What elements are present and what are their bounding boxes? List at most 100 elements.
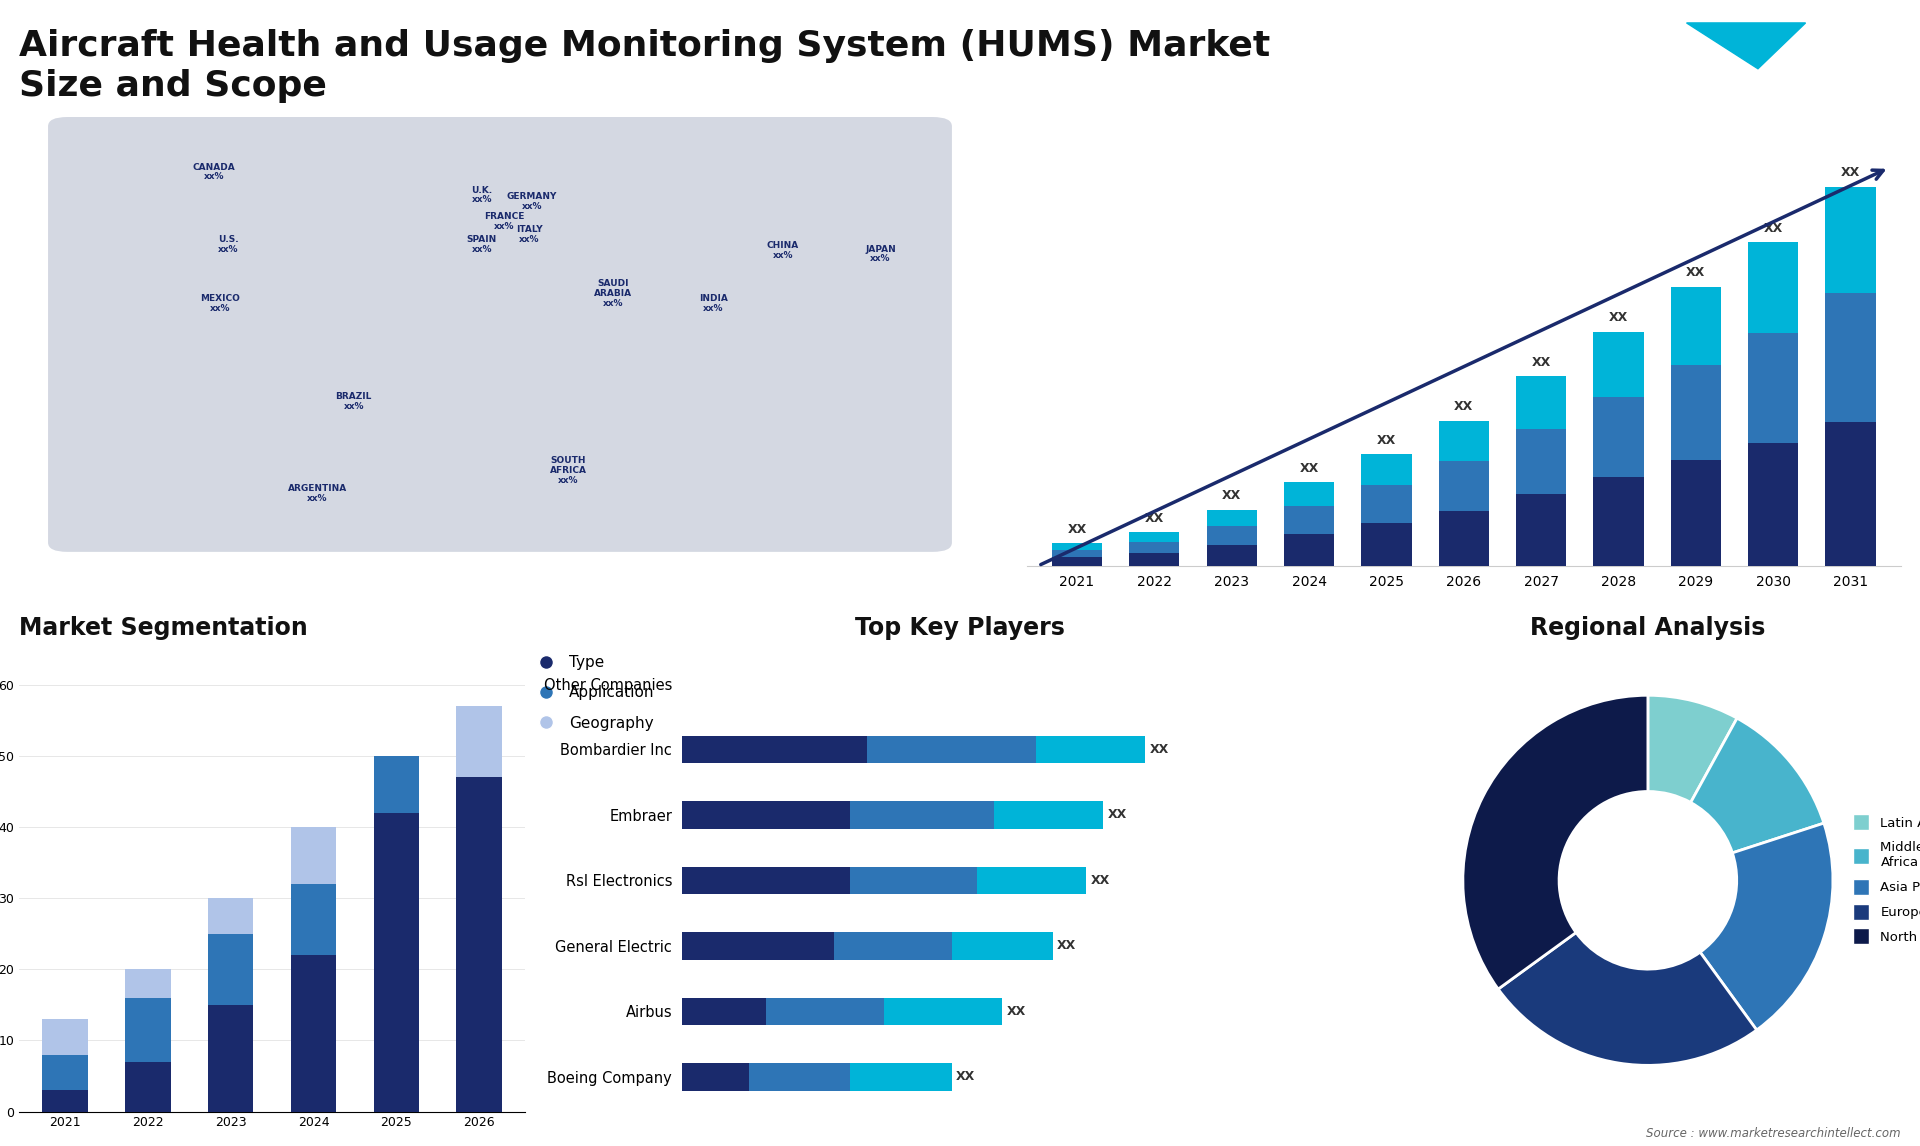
Bar	[1361, 486, 1411, 524]
Bar	[1594, 477, 1644, 566]
Bar	[682, 866, 851, 894]
Legend: Latin America, Middle East &
Africa, Asia Pacific, Europe, North America: Latin America, Middle East & Africa, Asi…	[1841, 811, 1920, 949]
Title: Regional Analysis: Regional Analysis	[1530, 617, 1766, 641]
Text: SOUTH
AFRICA
xx%: SOUTH AFRICA xx%	[549, 456, 588, 485]
Bar	[1594, 398, 1644, 477]
Bar	[42, 1019, 88, 1054]
Text: MEXICO
xx%: MEXICO xx%	[200, 293, 240, 313]
Bar	[1670, 364, 1720, 460]
Bar	[682, 736, 868, 763]
Text: CANADA
xx%: CANADA xx%	[192, 163, 236, 181]
Bar	[290, 827, 336, 884]
Bar	[1052, 557, 1102, 566]
Text: U.K.
xx%: U.K. xx%	[470, 186, 492, 204]
Text: SAUDI
ARABIA
xx%: SAUDI ARABIA xx%	[593, 280, 632, 307]
Bar	[1284, 505, 1334, 534]
Text: XX: XX	[1453, 400, 1473, 414]
Text: JAPAN
xx%: JAPAN xx%	[866, 245, 897, 264]
Legend: Type, Application, Geography: Type, Application, Geography	[524, 649, 660, 737]
Text: XX: XX	[1377, 433, 1396, 447]
Bar	[125, 1062, 171, 1112]
Bar	[749, 1063, 851, 1091]
Bar	[682, 997, 766, 1025]
Text: XX: XX	[1091, 873, 1110, 887]
Bar	[682, 1063, 749, 1091]
Bar	[682, 801, 851, 829]
Text: XX: XX	[1764, 221, 1784, 235]
Bar	[125, 970, 171, 998]
Bar	[290, 884, 336, 955]
Bar	[125, 998, 171, 1062]
Text: XX: XX	[1841, 166, 1860, 179]
Bar	[883, 997, 1002, 1025]
Text: XX: XX	[1108, 808, 1127, 822]
Text: U.S.
xx%: U.S. xx%	[219, 235, 238, 253]
Bar	[977, 866, 1087, 894]
Text: XX: XX	[1056, 940, 1077, 952]
Bar	[833, 932, 952, 959]
Bar	[1284, 482, 1334, 505]
Bar	[1361, 524, 1411, 566]
Polygon shape	[1632, 23, 1751, 69]
Bar	[995, 801, 1104, 829]
Bar	[1129, 532, 1179, 542]
Polygon shape	[1686, 23, 1805, 69]
Bar	[766, 997, 883, 1025]
Text: BRAZIL
xx%: BRAZIL xx%	[336, 392, 372, 411]
Bar	[1670, 460, 1720, 566]
Bar	[1206, 544, 1258, 566]
Bar	[207, 934, 253, 1005]
Text: ARGENTINA
xx%: ARGENTINA xx%	[288, 485, 348, 503]
Text: Market Segmentation: Market Segmentation	[19, 617, 307, 641]
Text: XX: XX	[1144, 512, 1164, 525]
Bar	[1670, 286, 1720, 364]
Text: XX: XX	[1221, 489, 1240, 502]
Text: GERMANY
xx%: GERMANY xx%	[507, 193, 557, 211]
Bar	[1361, 454, 1411, 486]
Text: Source : www.marketresearchintellect.com: Source : www.marketresearchintellect.com	[1645, 1128, 1901, 1140]
Bar	[1747, 332, 1799, 442]
Bar	[207, 1005, 253, 1112]
Wedge shape	[1647, 696, 1738, 802]
Bar	[290, 955, 336, 1112]
Bar	[1826, 187, 1876, 292]
Bar	[1826, 422, 1876, 566]
Text: XX: XX	[1006, 1005, 1025, 1018]
Bar	[1747, 442, 1799, 566]
Wedge shape	[1692, 719, 1824, 853]
Bar	[1826, 292, 1876, 422]
Bar	[1438, 421, 1488, 462]
Text: XX: XX	[956, 1070, 975, 1083]
Bar	[1517, 494, 1567, 566]
Bar	[1284, 534, 1334, 566]
Bar	[207, 898, 253, 934]
Text: XX: XX	[1686, 266, 1705, 280]
Wedge shape	[1463, 696, 1647, 989]
Wedge shape	[1498, 933, 1757, 1066]
Text: ITALY
xx%: ITALY xx%	[516, 225, 543, 244]
Bar	[851, 866, 977, 894]
Text: SPAIN
xx%: SPAIN xx%	[467, 235, 497, 253]
Bar	[1594, 331, 1644, 398]
Text: MARKET
RESEARCH
INTELLECT: MARKET RESEARCH INTELLECT	[1803, 29, 1857, 63]
Bar	[1037, 736, 1146, 763]
Bar	[1517, 376, 1567, 430]
Bar	[682, 932, 833, 959]
Bar	[851, 801, 995, 829]
Text: FRANCE
xx%: FRANCE xx%	[484, 212, 524, 230]
Bar	[457, 777, 501, 1112]
Bar	[1129, 542, 1179, 554]
Text: XX: XX	[1068, 523, 1087, 536]
Bar	[1747, 242, 1799, 332]
Bar	[42, 1090, 88, 1112]
Wedge shape	[1699, 823, 1834, 1030]
Bar	[374, 813, 419, 1112]
Text: XX: XX	[1609, 311, 1628, 324]
Text: CHINA
xx%: CHINA xx%	[766, 242, 799, 260]
Bar	[1438, 462, 1488, 511]
Bar	[1052, 550, 1102, 557]
Bar	[868, 736, 1037, 763]
Bar	[952, 932, 1052, 959]
Bar	[457, 706, 501, 777]
Bar	[1206, 510, 1258, 526]
